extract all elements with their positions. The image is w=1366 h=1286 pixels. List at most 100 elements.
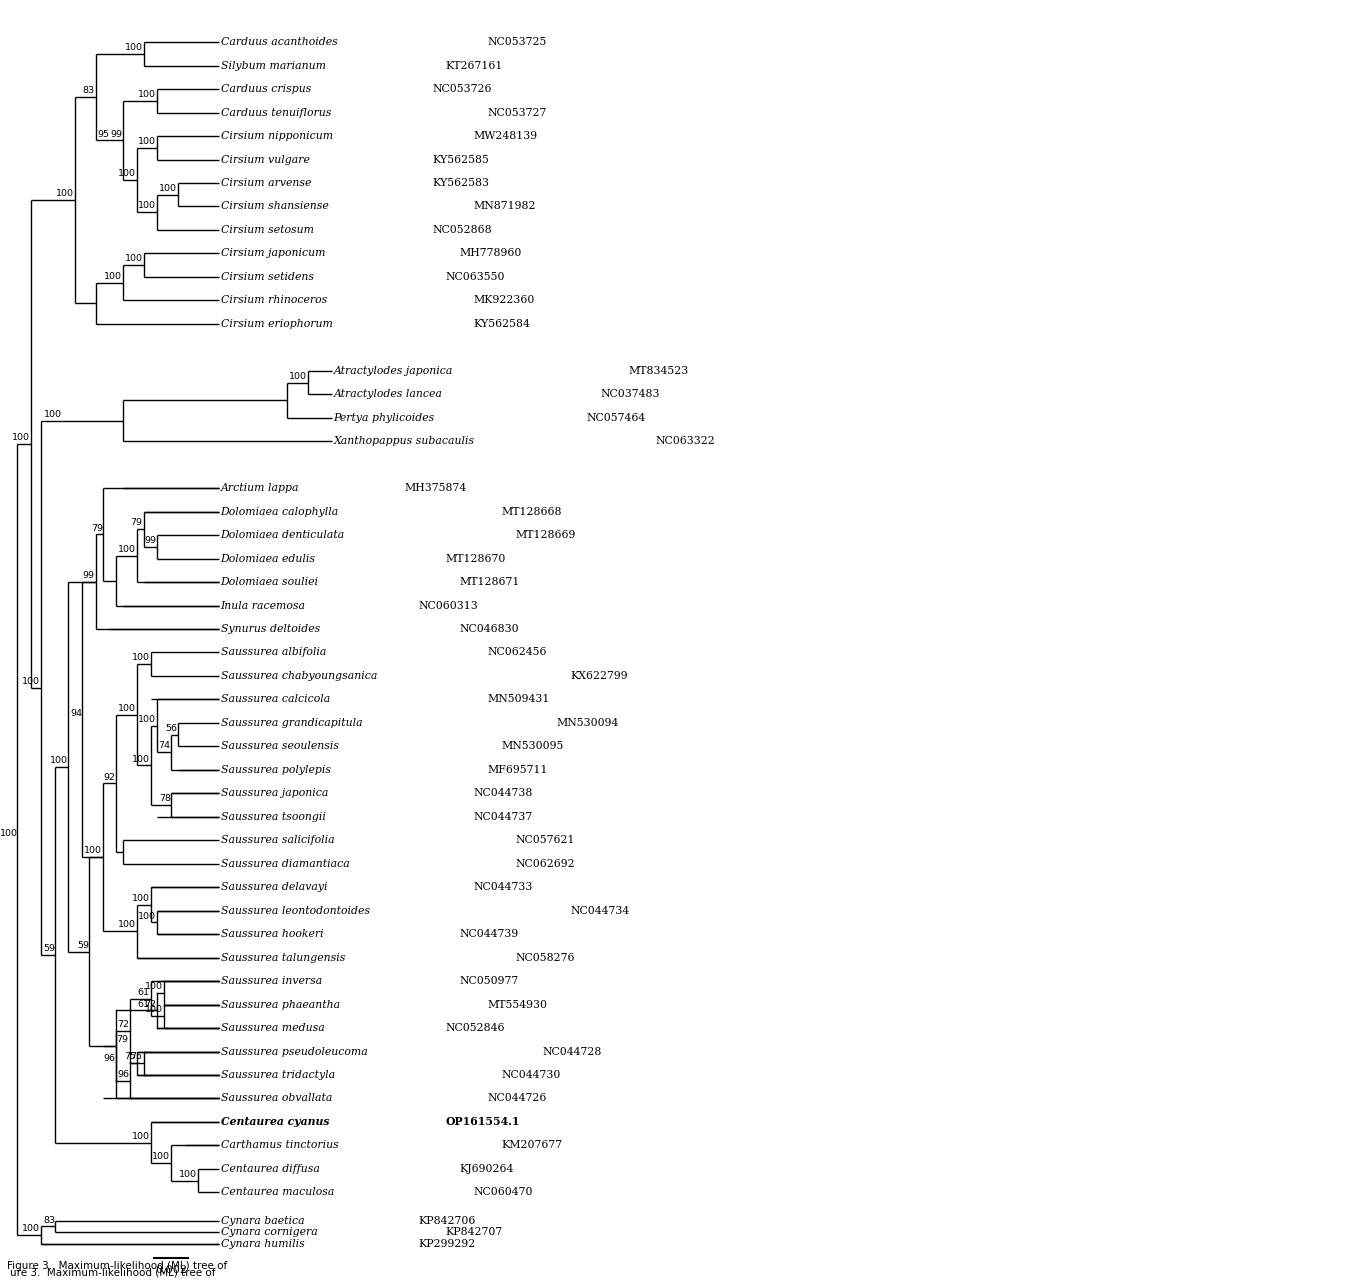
Text: Silybum marianum: Silybum marianum (220, 60, 325, 71)
Text: 100: 100 (138, 90, 156, 99)
Text: 74: 74 (158, 741, 169, 750)
Text: Dolomiaea calophylla: Dolomiaea calophylla (220, 507, 339, 517)
Text: 56: 56 (165, 724, 176, 733)
Text: 100: 100 (117, 545, 135, 554)
Text: MT128671: MT128671 (460, 577, 520, 588)
Text: Cirsium japonicum: Cirsium japonicum (220, 248, 325, 258)
Text: KX622799: KX622799 (571, 671, 628, 682)
Text: 79: 79 (92, 523, 102, 532)
Text: NC052868: NC052868 (432, 225, 492, 235)
Text: NC046830: NC046830 (460, 624, 519, 634)
Text: NC060470: NC060470 (474, 1187, 533, 1197)
Text: 100: 100 (49, 756, 67, 765)
Text: MN530095: MN530095 (501, 742, 564, 751)
Text: Centaurea diffusa: Centaurea diffusa (220, 1164, 320, 1174)
Text: Cynara humilis: Cynara humilis (220, 1238, 305, 1249)
Text: 72: 72 (145, 999, 156, 1008)
Text: OP161554.1: OP161554.1 (445, 1116, 520, 1128)
Text: NC044726: NC044726 (488, 1093, 546, 1103)
Text: Saussurea hookeri: Saussurea hookeri (220, 930, 324, 939)
Text: MT128668: MT128668 (501, 507, 561, 517)
Text: 100: 100 (117, 170, 135, 179)
Text: Atractylodes lancea: Atractylodes lancea (333, 390, 443, 399)
Text: MN509431: MN509431 (488, 694, 549, 705)
Text: 83: 83 (83, 86, 94, 95)
Text: Cirsium rhinoceros: Cirsium rhinoceros (220, 296, 326, 305)
Text: 100: 100 (117, 703, 135, 712)
Text: Pertya phylicoides: Pertya phylicoides (333, 413, 434, 423)
Text: NC063550: NC063550 (445, 271, 505, 282)
Text: MT128669: MT128669 (515, 530, 575, 540)
Text: NC062692: NC062692 (515, 859, 575, 869)
Text: Synurus deltoides: Synurus deltoides (220, 624, 320, 634)
Text: Saussurea pseudoleucoma: Saussurea pseudoleucoma (220, 1047, 367, 1057)
Text: Saussurea diamantiaca: Saussurea diamantiaca (220, 859, 350, 869)
Text: KP842706: KP842706 (418, 1215, 475, 1226)
Text: KT267161: KT267161 (445, 60, 503, 71)
Text: 100: 100 (117, 921, 135, 930)
Text: MW248139: MW248139 (474, 131, 538, 141)
Text: 100: 100 (131, 653, 149, 662)
Text: Inula racemosa: Inula racemosa (220, 601, 306, 611)
Text: KY562585: KY562585 (432, 154, 489, 165)
Text: NC044734: NC044734 (571, 905, 630, 916)
Text: Atractylodes japonica: Atractylodes japonica (333, 365, 452, 376)
Text: NC037483: NC037483 (600, 390, 660, 399)
Text: Dolomiaea denticulata: Dolomiaea denticulata (220, 530, 344, 540)
Text: Cirsium eriophorum: Cirsium eriophorum (220, 319, 332, 329)
Text: 100: 100 (131, 894, 149, 903)
Text: NC053727: NC053727 (488, 108, 546, 117)
Text: 83: 83 (42, 1215, 55, 1224)
Text: 100: 100 (124, 255, 142, 264)
Text: NC060313: NC060313 (418, 601, 478, 611)
Text: MT554930: MT554930 (488, 999, 548, 1010)
Text: KP842707: KP842707 (445, 1227, 503, 1237)
Text: Cirsium vulgare: Cirsium vulgare (220, 154, 310, 165)
Text: Saussurea polylepis: Saussurea polylepis (220, 765, 331, 775)
Text: 100: 100 (138, 912, 156, 921)
Text: 59: 59 (44, 944, 55, 953)
Text: NC044738: NC044738 (474, 788, 533, 799)
Text: MK922360: MK922360 (474, 296, 535, 305)
Text: Saussurea delavayi: Saussurea delavayi (220, 882, 326, 892)
Text: 61: 61 (138, 988, 149, 997)
Text: Centaurea maculosa: Centaurea maculosa (220, 1187, 333, 1197)
Text: NC058276: NC058276 (515, 953, 575, 963)
Text: Cirsium setosum: Cirsium setosum (220, 225, 314, 235)
Text: NC044737: NC044737 (474, 811, 533, 822)
Text: Saussurea leontodontoides: Saussurea leontodontoides (220, 905, 370, 916)
Text: NC053725: NC053725 (488, 37, 546, 48)
Text: 78: 78 (160, 795, 171, 804)
Text: Carduus acanthoides: Carduus acanthoides (220, 37, 337, 48)
Text: Saussurea inversa: Saussurea inversa (220, 976, 322, 986)
Text: Saussurea albifolia: Saussurea albifolia (220, 647, 326, 657)
Text: NC044733: NC044733 (474, 882, 533, 892)
Text: NC057464: NC057464 (586, 413, 646, 423)
Text: Carthamus tinctorius: Carthamus tinctorius (220, 1141, 339, 1151)
Text: 100: 100 (104, 271, 122, 280)
Text: Saussurea tsoongii: Saussurea tsoongii (220, 811, 325, 822)
Text: 100: 100 (288, 372, 307, 381)
Text: Centaurea cyanus: Centaurea cyanus (220, 1116, 329, 1128)
Text: MN530094: MN530094 (557, 718, 619, 728)
Text: 79: 79 (116, 1035, 128, 1044)
Text: Saussurea japonica: Saussurea japonica (220, 788, 328, 799)
Text: 100: 100 (0, 828, 18, 837)
Text: ure 3.  Maximum-likelihood (ML) tree of: ure 3. Maximum-likelihood (ML) tree of (11, 1268, 219, 1277)
Text: Carduus crispus: Carduus crispus (220, 84, 311, 94)
Text: NC057621: NC057621 (515, 836, 575, 845)
Text: 99: 99 (111, 130, 122, 139)
Text: NC052846: NC052846 (445, 1024, 505, 1033)
Text: MF695711: MF695711 (488, 765, 548, 775)
Text: Cirsium nipponicum: Cirsium nipponicum (220, 131, 333, 141)
Text: 99: 99 (145, 536, 156, 545)
Text: NC044739: NC044739 (460, 930, 519, 939)
Text: 100: 100 (12, 433, 30, 442)
Text: 100: 100 (179, 1170, 197, 1179)
Text: 95: 95 (98, 130, 109, 139)
Text: 75: 75 (124, 1052, 135, 1061)
Text: Cirsium arvense: Cirsium arvense (220, 177, 311, 188)
Text: Cirsium shansiense: Cirsium shansiense (220, 202, 328, 211)
Text: Saussurea calcicola: Saussurea calcicola (220, 694, 329, 705)
Text: 100: 100 (145, 983, 163, 992)
